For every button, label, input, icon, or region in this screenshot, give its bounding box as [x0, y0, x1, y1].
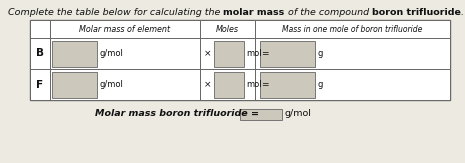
Text: boron trifluoride: boron trifluoride — [372, 8, 461, 17]
Bar — [30, 20, 50, 38]
Text: of the compound: of the compound — [285, 8, 372, 17]
Bar — [260, 72, 315, 97]
Text: ×: × — [204, 49, 212, 58]
Bar — [50, 69, 200, 100]
Text: =: = — [261, 80, 268, 89]
Text: g: g — [318, 49, 323, 58]
Text: Moles: Moles — [216, 24, 239, 34]
Bar — [52, 72, 97, 97]
Bar — [255, 69, 450, 100]
Text: mol: mol — [246, 49, 262, 58]
Bar — [255, 38, 450, 69]
Bar — [50, 38, 200, 69]
Bar — [30, 69, 50, 100]
Bar — [260, 40, 315, 67]
Bar — [200, 38, 255, 69]
Bar — [52, 40, 97, 67]
Bar — [255, 20, 450, 38]
Text: Mass in one mole of boron trifluoride: Mass in one mole of boron trifluoride — [282, 24, 423, 34]
Bar — [200, 20, 255, 38]
Bar — [200, 69, 255, 100]
Bar — [50, 20, 200, 38]
Text: molar mass: molar mass — [223, 8, 285, 17]
Text: Complete the table below for calculating the: Complete the table below for calculating… — [8, 8, 223, 17]
Text: Molar mass of element: Molar mass of element — [80, 24, 171, 34]
Text: ×: × — [204, 80, 212, 89]
Bar — [240, 109, 282, 119]
Text: Molar mass boron trifluoride =: Molar mass boron trifluoride = — [95, 110, 259, 119]
Text: .: . — [461, 8, 464, 17]
Bar — [30, 20, 450, 100]
Text: g/mol: g/mol — [100, 49, 124, 58]
Text: g/mol: g/mol — [100, 80, 124, 89]
Bar — [214, 40, 244, 67]
Text: =: = — [261, 49, 268, 58]
Bar — [30, 38, 50, 69]
Text: g/mol: g/mol — [285, 110, 312, 119]
Text: mol: mol — [246, 80, 262, 89]
Text: F: F — [36, 80, 44, 89]
Bar — [214, 72, 244, 97]
Text: B: B — [36, 49, 44, 59]
Text: g: g — [318, 80, 323, 89]
